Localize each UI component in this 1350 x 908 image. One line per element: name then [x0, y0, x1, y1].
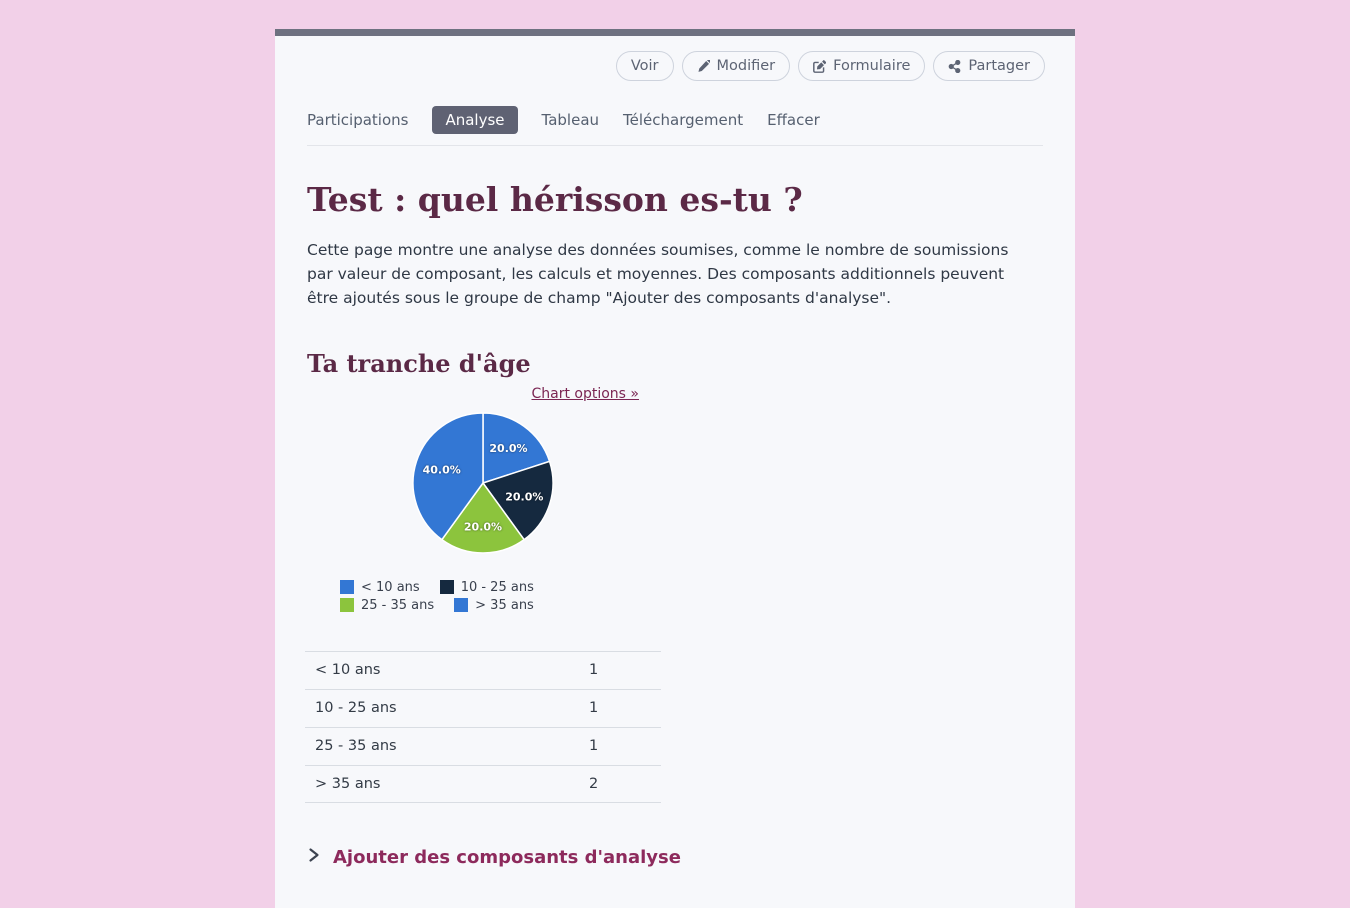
row-label: 10 - 25 ans	[315, 700, 397, 717]
pie-slice-label: 40.0%	[423, 463, 461, 476]
top-accent-bar	[275, 29, 1075, 36]
actions-toolbar: Voir Modifier Formulaire Partager	[275, 36, 1075, 82]
partager-button[interactable]: Partager	[933, 51, 1045, 82]
legend-label: 10 - 25 ans	[460, 579, 534, 595]
chart-legend: < 10 ans 10 - 25 ans 25 - 35 ans > 35 ans	[340, 580, 626, 613]
share-icon	[948, 59, 961, 73]
chevron-right-icon	[307, 847, 321, 867]
pie-chart: 20.0% 20.0% 20.0% 40.0%	[305, 408, 661, 558]
tab-tableau[interactable]: Tableau	[541, 111, 600, 130]
row-value: 1	[589, 700, 599, 717]
row-value: 2	[589, 775, 599, 792]
pie-slice	[441, 481, 525, 554]
pie-slice-label: 20.0%	[464, 520, 502, 533]
tab-participations[interactable]: Participations	[307, 111, 409, 130]
tabs-divider	[307, 145, 1043, 147]
pie-slice	[412, 411, 484, 541]
row-value: 1	[589, 662, 599, 679]
table-row: > 35 ans 2	[305, 764, 661, 803]
legend-item: 10 - 25 ans	[439, 579, 534, 595]
modifier-button-label: Modifier	[716, 58, 776, 74]
formulaire-button-label: Formulaire	[833, 58, 911, 74]
pie-slice-label: 20.0%	[505, 490, 543, 503]
row-value: 1	[589, 738, 599, 755]
legend-swatch	[340, 580, 354, 595]
add-components-section[interactable]: Ajouter des composants d'analyse	[307, 847, 1043, 868]
tab-analyse[interactable]: Analyse	[432, 106, 518, 135]
tab-effacer[interactable]: Effacer	[767, 111, 820, 130]
table-row: < 10 ans 1	[305, 650, 661, 689]
pie-slice	[482, 411, 551, 484]
voir-button[interactable]: Voir	[615, 51, 674, 82]
chart-block: Chart options » 20.0% 20.0% 20.0% 40.0% < 1…	[305, 383, 661, 803]
legend-item: < 10 ans	[340, 580, 420, 595]
pencil-icon	[697, 59, 710, 73]
results-table: < 10 ans 1 10 - 25 ans 1 25 - 35 ans 1 > 35 an…	[305, 650, 661, 803]
row-label: > 35 ans	[315, 775, 381, 792]
section-title: Ta tranche d'âge	[307, 348, 531, 378]
pie-slice-label: 20.0%	[489, 442, 527, 455]
add-components-label: Ajouter des composants d'analyse	[333, 846, 681, 868]
content-panel: Voir Modifier Formulaire Partager Partic…	[275, 29, 1075, 908]
modifier-button[interactable]: Modifier	[681, 51, 791, 82]
tab-telechargement[interactable]: Téléchargement	[623, 111, 744, 130]
formulaire-button[interactable]: Formulaire	[798, 51, 926, 82]
page-description: Cette page montre une analyse des donnée…	[307, 240, 1009, 307]
row-label: 25 - 35 ans	[315, 738, 397, 755]
table-row: 10 - 25 ans 1	[305, 688, 661, 727]
voir-button-label: Voir	[630, 58, 659, 74]
legend-swatch	[439, 580, 454, 595]
legend-label: > 35 ans	[475, 597, 534, 613]
pie-slice	[482, 460, 554, 541]
legend-item: > 35 ans	[454, 598, 534, 613]
legend-item: 25 - 35 ans	[340, 598, 434, 613]
legend-label: 25 - 35 ans	[361, 597, 435, 613]
tab-bar: Participations Analyse Tableau Télécharg…	[275, 106, 1075, 135]
row-label: < 10 ans	[315, 662, 381, 679]
edit-icon	[813, 59, 827, 73]
page-title: Test : quel hérisson es-tu ?	[307, 180, 803, 220]
legend-swatch	[340, 598, 354, 613]
legend-label: < 10 ans	[361, 579, 420, 595]
legend-swatch	[454, 598, 469, 613]
table-row: 25 - 35 ans 1	[305, 726, 661, 765]
chart-options-link[interactable]: Chart options »	[531, 385, 639, 402]
partager-button-label: Partager	[968, 58, 1030, 74]
